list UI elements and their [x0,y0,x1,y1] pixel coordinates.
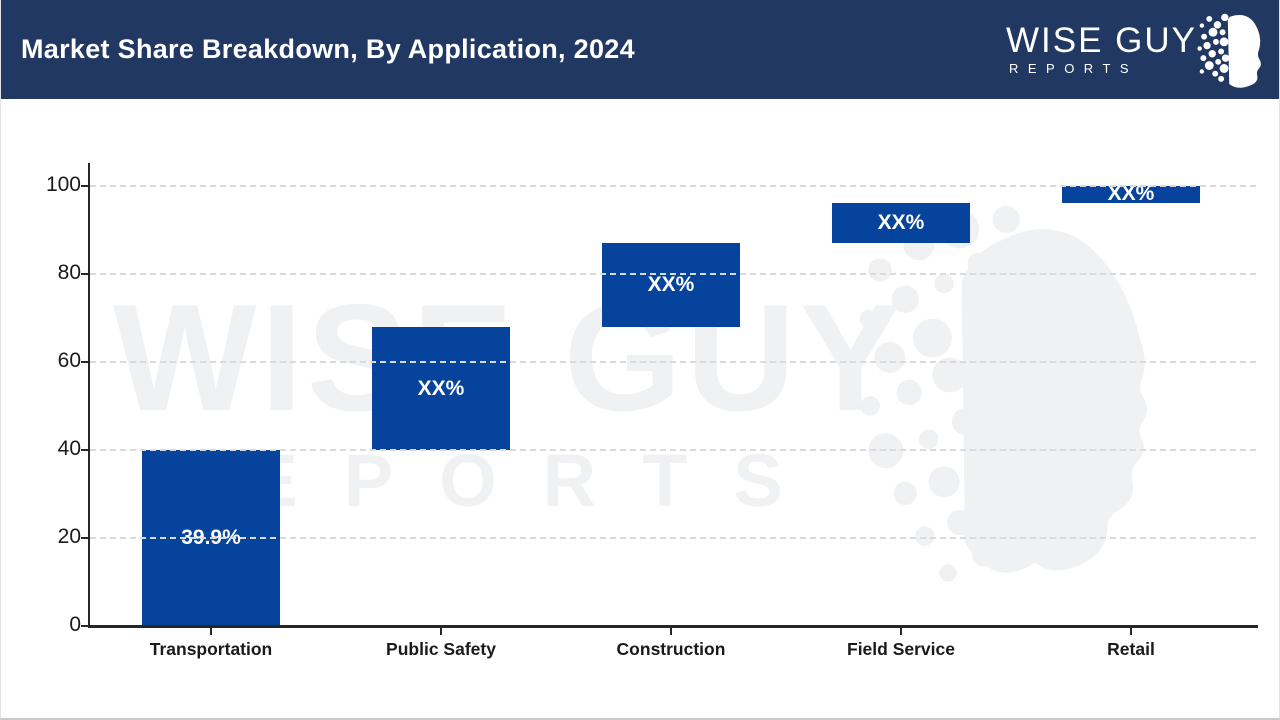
bar-label-public-safety: XX% [417,376,465,400]
y-tick-label-20: 20 [57,525,81,548]
x-label-transportation: Transportation [149,639,273,659]
logo-head-icon [1197,13,1261,88]
y-tick-0 [81,625,88,627]
y-tick-label-40: 40 [57,437,81,460]
x-label-field-service: Field Service [847,639,955,659]
bar-label-retail: XX% [1107,182,1155,206]
y-tick-20 [81,537,88,539]
y-tick-60 [81,361,88,363]
y-tick-label-80: 80 [57,261,81,284]
y-axis-line [88,163,90,628]
y-tick-40 [81,449,88,451]
bar-construction: XX% [602,243,740,327]
logo-subtitle: REPORTS [1008,61,1139,76]
header: Market Share Breakdown, By Application, … [1,0,1279,99]
x-label-construction: Construction [616,639,726,659]
y-tick-80 [81,273,88,275]
bar-retail: XX% [1062,182,1200,205]
y-tick-100 [81,185,88,187]
y-tick-label-60: 60 [57,349,81,372]
bar-field-service: XX% [832,202,970,244]
y-tick-label-100: 100 [45,173,81,196]
wiseguy-logo: WISE GUY REPORTS [1006,9,1267,91]
page-title: Market Share Breakdown, By Application, … [21,34,635,64]
watermark-head-icon [859,205,1148,582]
bar-label-construction: XX% [647,272,695,296]
bar-public-safety: XX% [372,326,510,451]
x-label-public-safety: Public Safety [386,639,496,659]
bar-label-field-service: XX% [877,210,925,234]
x-tick-retail [1130,628,1132,635]
logo-wordmark: WISE GUY [1005,21,1197,60]
x-label-retail: Retail [1107,639,1155,659]
x-tick-public-safety [440,628,442,635]
y-tick-label-0: 0 [69,613,81,636]
bar-label-transportation: 39.9% [181,526,241,550]
x-axis-line [88,625,1258,628]
bar-transportation: 39.9% [142,450,280,626]
logo-text: WISE GUY REPORTS [1006,23,1197,76]
x-tick-construction [670,628,672,635]
x-tick-transportation [210,628,212,635]
x-tick-field-service [900,628,902,635]
gridline-60 [90,361,1256,363]
